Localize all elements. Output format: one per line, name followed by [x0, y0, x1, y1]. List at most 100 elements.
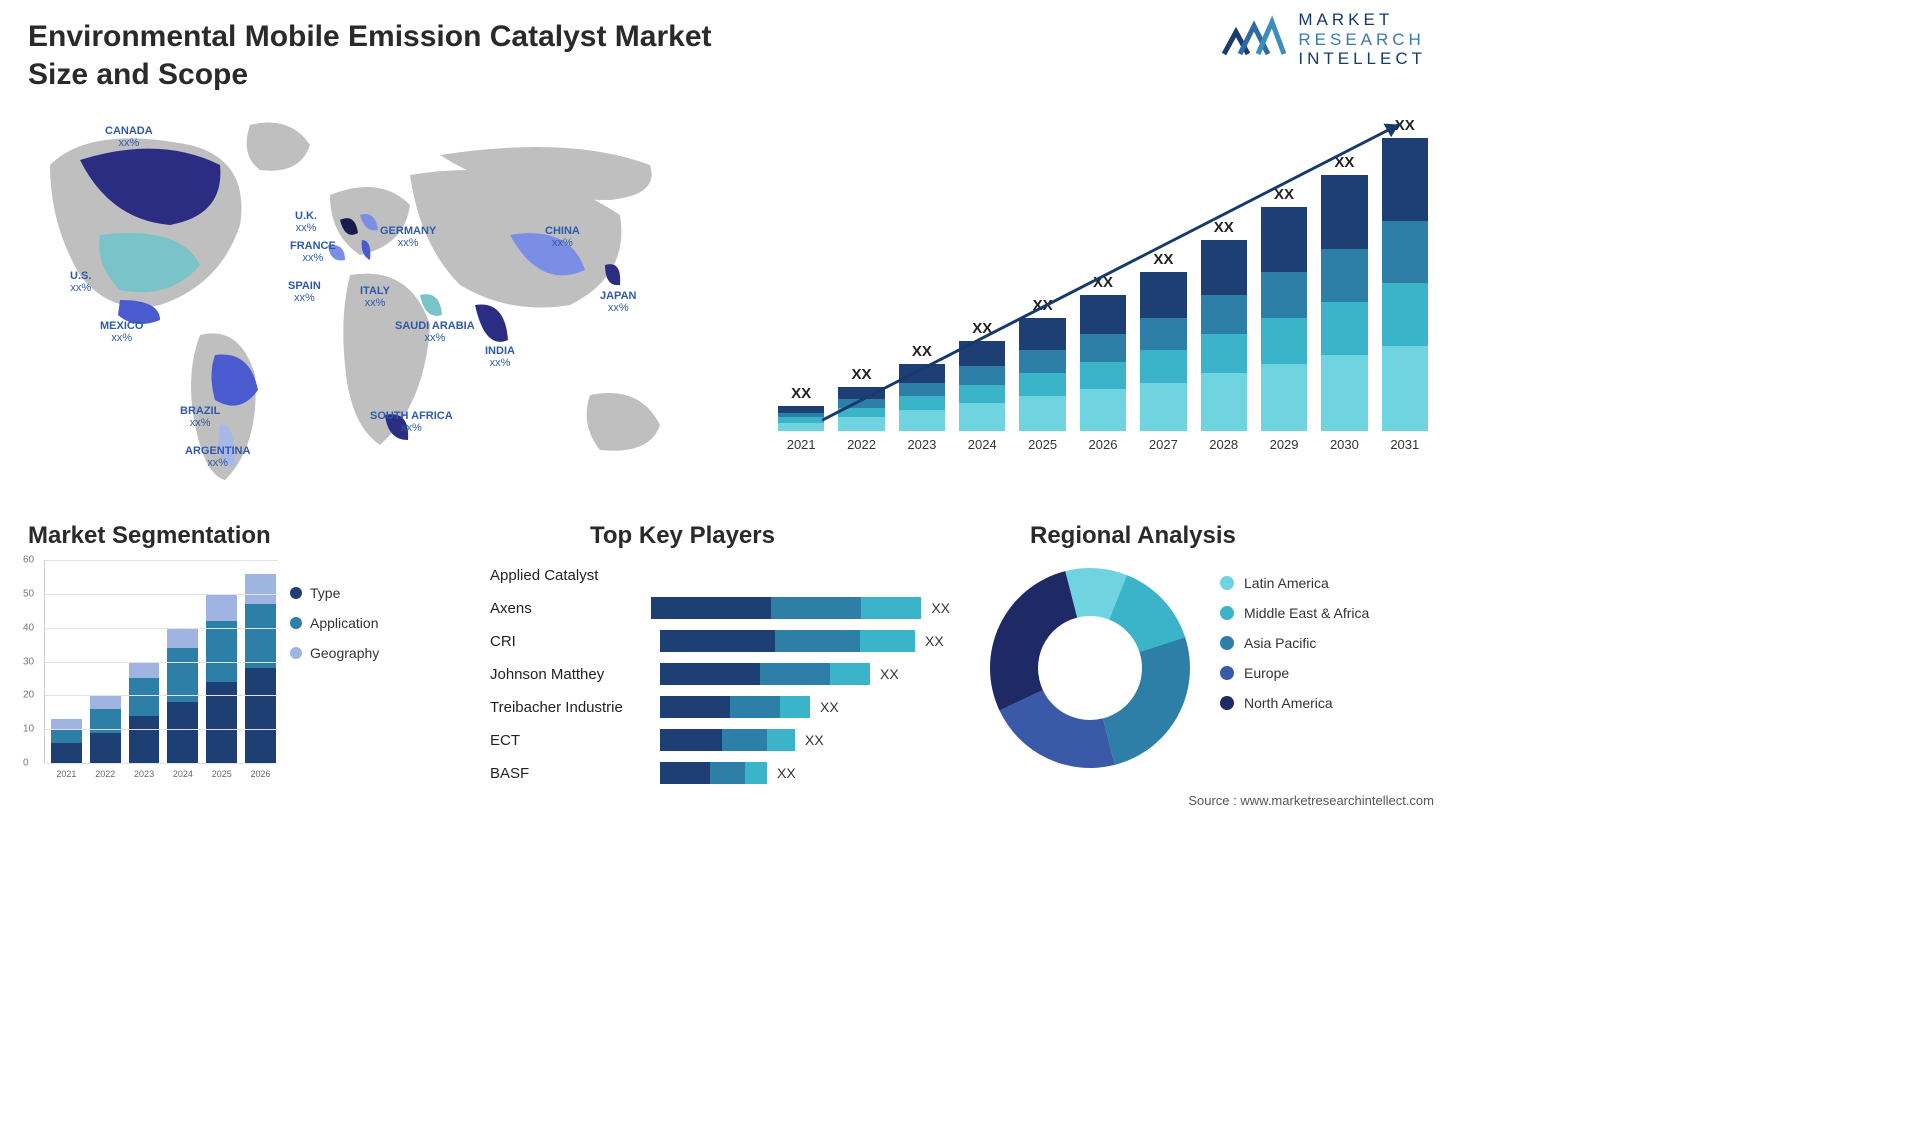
bar-segment	[899, 396, 945, 410]
bar-segment	[1321, 355, 1367, 431]
gridline	[45, 594, 278, 595]
logo-line2: RESEARCH	[1298, 30, 1426, 50]
bar-segment	[899, 383, 945, 397]
year-bar-2026: XX2026	[1080, 274, 1126, 452]
map-label-u-k-: U.K.xx%	[295, 210, 317, 234]
seg-bar-part	[167, 648, 198, 702]
world-map: CANADAxx%U.S.xx%MEXICOxx%BRAZILxx%ARGENT…	[10, 105, 710, 495]
bar-segment	[1140, 383, 1186, 431]
player-value: XX	[805, 732, 824, 748]
bar-segment	[1321, 175, 1367, 249]
seg-bar-part	[206, 594, 237, 621]
bar-value-label: XX	[852, 366, 872, 383]
map-label-brazil: BRAZILxx%	[180, 405, 220, 429]
bar-segment	[1261, 364, 1307, 431]
player-bar	[660, 663, 870, 685]
seg-bar-part	[245, 604, 276, 668]
bar-segment	[1019, 350, 1065, 373]
player-bar-seg	[767, 729, 795, 751]
year-bar-2027: XX2027	[1140, 251, 1186, 452]
seg-bar-2021: 2021	[51, 719, 82, 763]
player-bar-seg	[775, 630, 860, 652]
map-label-italy: ITALYxx%	[360, 285, 390, 309]
player-bar-seg	[771, 597, 861, 619]
player-value: XX	[820, 699, 839, 715]
player-bar-seg	[861, 597, 921, 619]
y-tick: 30	[23, 656, 34, 667]
player-bar-seg	[660, 729, 722, 751]
year-bar-2024: XX2024	[959, 320, 1005, 452]
region-legend-item: Middle East & Africa	[1220, 605, 1369, 621]
player-name: BASF	[490, 765, 660, 782]
bar-segment	[959, 366, 1005, 384]
legend-label: Geography	[310, 645, 379, 661]
player-bar	[660, 729, 795, 751]
source-label: Source : www.marketresearchintellect.com	[1188, 793, 1434, 808]
x-axis-label: 2023	[907, 437, 936, 452]
player-row: ECTXX	[490, 727, 950, 753]
map-label-france: FRANCExx%	[290, 240, 336, 264]
year-bar-2025: XX2025	[1019, 297, 1065, 452]
map-label-spain: SPAINxx%	[288, 280, 321, 304]
bar-segment	[1382, 221, 1428, 283]
bar-segment	[778, 423, 824, 431]
bar-segment	[838, 417, 884, 431]
legend-swatch	[290, 587, 302, 599]
player-row: CRI XX	[490, 628, 950, 654]
donut-slice	[1103, 637, 1190, 765]
y-tick: 0	[23, 758, 29, 769]
player-bar-seg	[730, 696, 780, 718]
year-bar-2021: XX2021	[778, 385, 824, 452]
player-name: Treibacher Industrie	[490, 699, 660, 716]
page-title: Environmental Mobile Emission Catalyst M…	[28, 18, 748, 93]
bar-segment	[899, 364, 945, 382]
player-value: XX	[925, 633, 944, 649]
seg-bar-2025: 2025	[206, 594, 237, 763]
seg-bar-part	[90, 733, 121, 763]
logo-text: MARKET RESEARCH INTELLECT	[1298, 10, 1426, 69]
legend-label: North America	[1244, 695, 1333, 711]
gridline	[45, 763, 278, 764]
bar-segment	[1201, 295, 1247, 334]
seg-bar-2023: 2023	[129, 662, 160, 763]
map-label-south-africa: SOUTH AFRICAxx%	[370, 410, 453, 434]
player-name: Johnson Matthey	[490, 666, 660, 683]
year-bar-2031: XX2031	[1382, 117, 1428, 452]
player-value: XX	[777, 765, 796, 781]
player-bar	[660, 762, 767, 784]
seg-bar-part	[206, 682, 237, 763]
legend-swatch	[1220, 606, 1234, 620]
player-name: Axens	[490, 600, 651, 617]
legend-swatch	[1220, 576, 1234, 590]
player-name: CRI	[490, 633, 660, 650]
region-legend-item: North America	[1220, 695, 1369, 711]
seg-bar-part	[167, 702, 198, 763]
x-axis-label: 2027	[1149, 437, 1178, 452]
player-row: Treibacher Industrie XX	[490, 694, 950, 720]
gridline	[45, 662, 278, 663]
legend-label: Europe	[1244, 665, 1289, 681]
gridline	[45, 729, 278, 730]
year-bar-2023: XX2023	[899, 343, 945, 452]
y-tick: 10	[23, 724, 34, 735]
year-bar-2029: XX2029	[1261, 186, 1307, 452]
bar-segment	[959, 341, 1005, 366]
logo-icon	[1222, 14, 1286, 64]
player-bar-seg	[860, 630, 915, 652]
seg-bar-2026: 2026	[245, 574, 276, 763]
legend-item: Geography	[290, 645, 379, 661]
bar-segment	[838, 408, 884, 417]
player-name: Applied Catalyst	[490, 567, 660, 584]
region-legend-item: Europe	[1220, 665, 1369, 681]
y-tick: 40	[23, 622, 34, 633]
seg-bar-part	[245, 574, 276, 604]
region-legend-item: Latin America	[1220, 575, 1369, 591]
seg-bar-part	[206, 621, 237, 682]
regional-title: Regional Analysis	[1030, 522, 1236, 550]
bar-value-label: XX	[1033, 297, 1053, 314]
player-row: Applied Catalyst	[490, 562, 950, 588]
player-bar-seg	[660, 663, 760, 685]
player-row: Johnson MattheyXX	[490, 661, 950, 687]
seg-x-label: 2025	[212, 769, 232, 779]
gridline	[45, 695, 278, 696]
